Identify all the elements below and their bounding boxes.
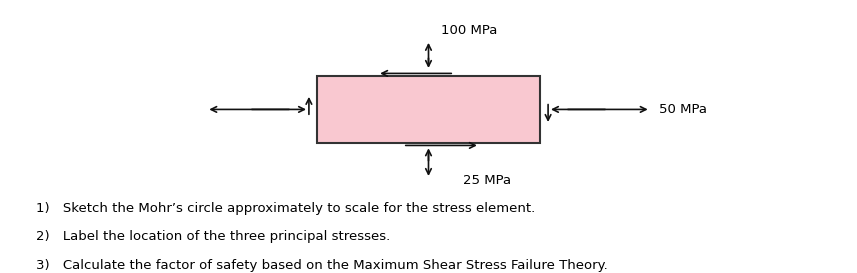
Text: 2) Label the location of the three principal stresses.: 2) Label the location of the three princ…	[35, 230, 390, 243]
Text: 50 MPa: 50 MPa	[659, 103, 707, 116]
Text: 100 MPa: 100 MPa	[441, 24, 498, 37]
Text: 25 MPa: 25 MPa	[463, 174, 511, 187]
Text: 3) Calculate the factor of safety based on the Maximum Shear Stress Failure Theo: 3) Calculate the factor of safety based …	[35, 259, 608, 272]
Text: 1) Sketch the Mohr’s circle approximately to scale for the stress element.: 1) Sketch the Mohr’s circle approximatel…	[35, 202, 535, 215]
FancyBboxPatch shape	[317, 76, 540, 143]
